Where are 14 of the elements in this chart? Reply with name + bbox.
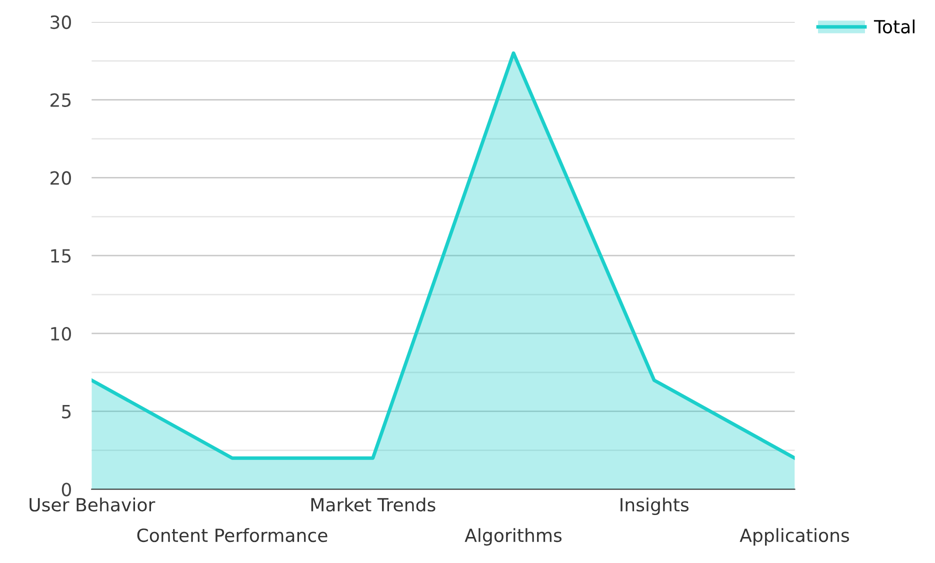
y-tick-label: 5 [62,405,71,418]
x-tick-label: User Behavior [30,498,156,512]
x-tick-label: Algorithms [464,528,562,546]
legend-label: Total [874,20,914,34]
x-tick-label: Market Trends [311,498,436,512]
y-tick-label: 15 [51,249,71,263]
x-tick-label: Content Performance [137,528,328,542]
y-tick-label: 30 [50,15,71,30]
y-tick-label: 20 [50,171,71,185]
y-tick-label: 25 [50,93,71,107]
y-tick-label: 10 [51,326,71,341]
y-tick-label: 0 [62,482,71,496]
x-tick-label: Insights [620,498,689,516]
x-tick-label: Applications [740,528,850,546]
